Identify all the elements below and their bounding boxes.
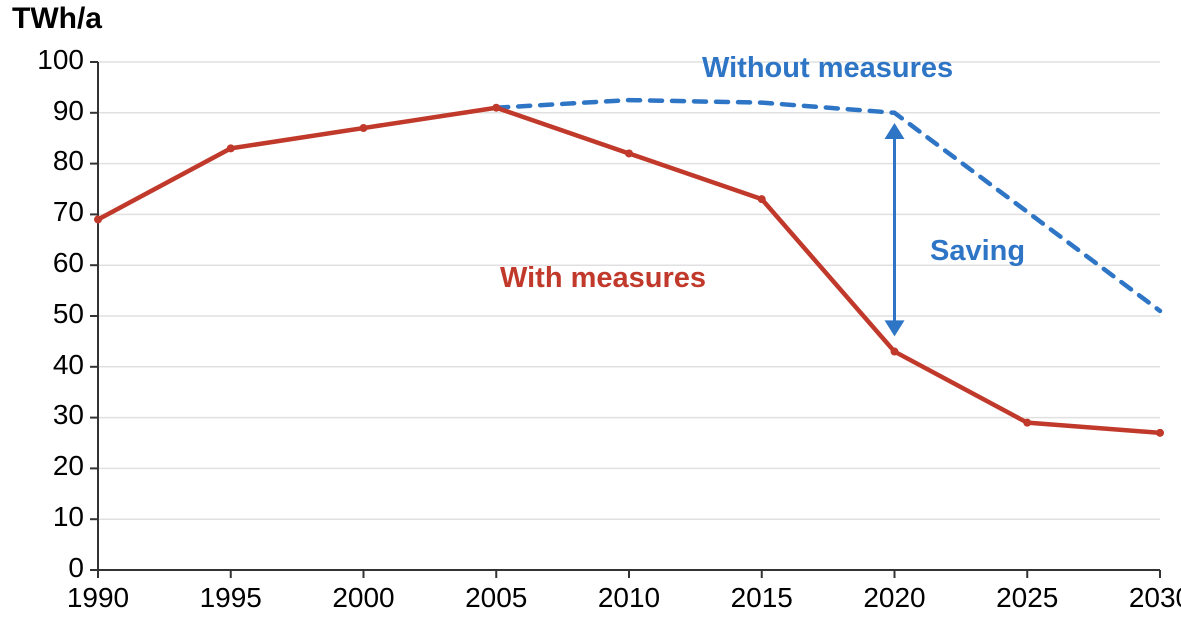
y-tick-label: 40 [53,349,84,381]
y-tick-label: 60 [53,247,84,279]
series-label-with-measures: With measures [500,262,706,295]
saving-arrow-head-bottom [885,320,905,336]
x-tick-label: 2025 [982,582,1072,614]
x-tick-label: 2005 [451,582,541,614]
saving-arrow-head-top [885,123,905,139]
x-tick-label: 1990 [53,582,143,614]
y-tick-label: 100 [37,44,84,76]
series-marker-with-measures [1156,429,1164,437]
series-marker-with-measures [492,104,500,112]
axes [90,62,1160,578]
series-marker-with-measures [625,149,633,157]
chart-container: TWh/a 0102030405060708090100 19901995200… [0,0,1181,644]
y-tick-label: 20 [53,450,84,482]
y-tick-label: 90 [53,95,84,127]
y-tick-label: 50 [53,298,84,330]
series-label-without-measures: Without measures [702,52,953,85]
chart-svg [0,0,1181,644]
series-marker-with-measures [360,124,368,132]
x-tick-label: 1995 [186,582,276,614]
y-tick-label: 70 [53,196,84,228]
x-tick-label: 2020 [850,582,940,614]
y-tick-label: 30 [53,399,84,431]
gridlines [98,62,1160,570]
series-marker-with-measures [1023,419,1031,427]
series-marker-with-measures [758,195,766,203]
series-marker-with-measures [94,215,102,223]
x-tick-label: 2015 [717,582,807,614]
x-tick-label: 2010 [584,582,674,614]
y-tick-label: 80 [53,145,84,177]
y-tick-label: 10 [53,501,84,533]
annotation-arrow [885,123,905,336]
series-marker-with-measures [227,144,235,152]
x-tick-label: 2030 [1115,582,1181,614]
y-tick-label: 0 [68,552,84,584]
annotation-label-saving: Saving [930,235,1025,268]
series-marker-with-measures [891,348,899,356]
x-tick-label: 2000 [319,582,409,614]
